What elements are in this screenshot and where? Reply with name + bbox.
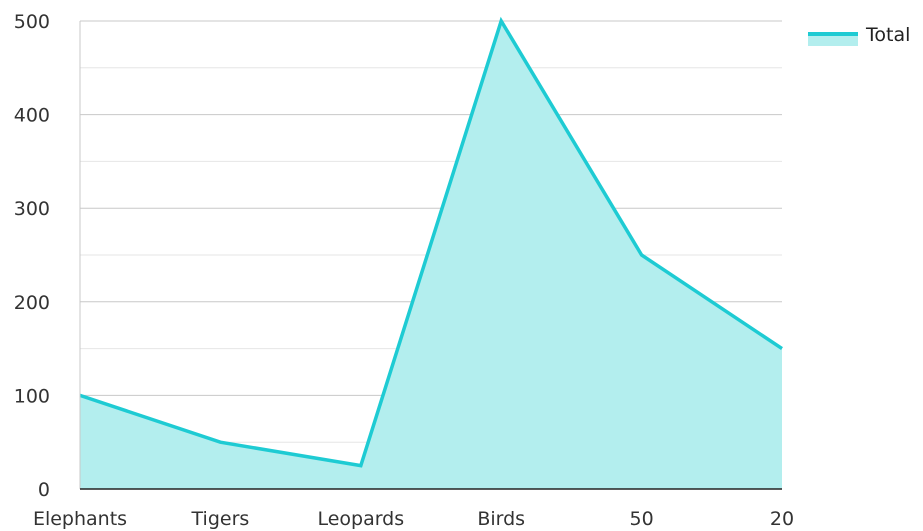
y-tick-label: 300: [14, 198, 50, 220]
series-area-fill: [80, 21, 782, 489]
y-tick-label: 100: [14, 385, 50, 407]
legend-label-total: Total: [865, 24, 910, 46]
y-tick-label: 0: [38, 479, 50, 501]
x-axis-ticks: Elephants Tigers Leopards Birds 50 20: [33, 508, 794, 530]
axes: [79, 21, 782, 490]
x-tick-label: Birds: [477, 508, 525, 530]
legend: Total: [808, 24, 910, 46]
x-tick-label: Leopards: [317, 508, 404, 530]
y-tick-label: 400: [14, 105, 50, 127]
x-tick-label: 50: [630, 508, 654, 530]
legend-swatch-fill: [808, 33, 858, 46]
y-tick-label: 500: [14, 11, 50, 33]
x-tick-label: Tigers: [191, 508, 250, 530]
y-tick-label: 200: [14, 292, 50, 314]
y-axis-ticks: 0 100 200 300 400 500: [14, 11, 50, 501]
series-line: [79, 16, 783, 468]
x-tick-label: Elephants: [33, 508, 127, 530]
x-tick-label: 20: [770, 508, 794, 530]
